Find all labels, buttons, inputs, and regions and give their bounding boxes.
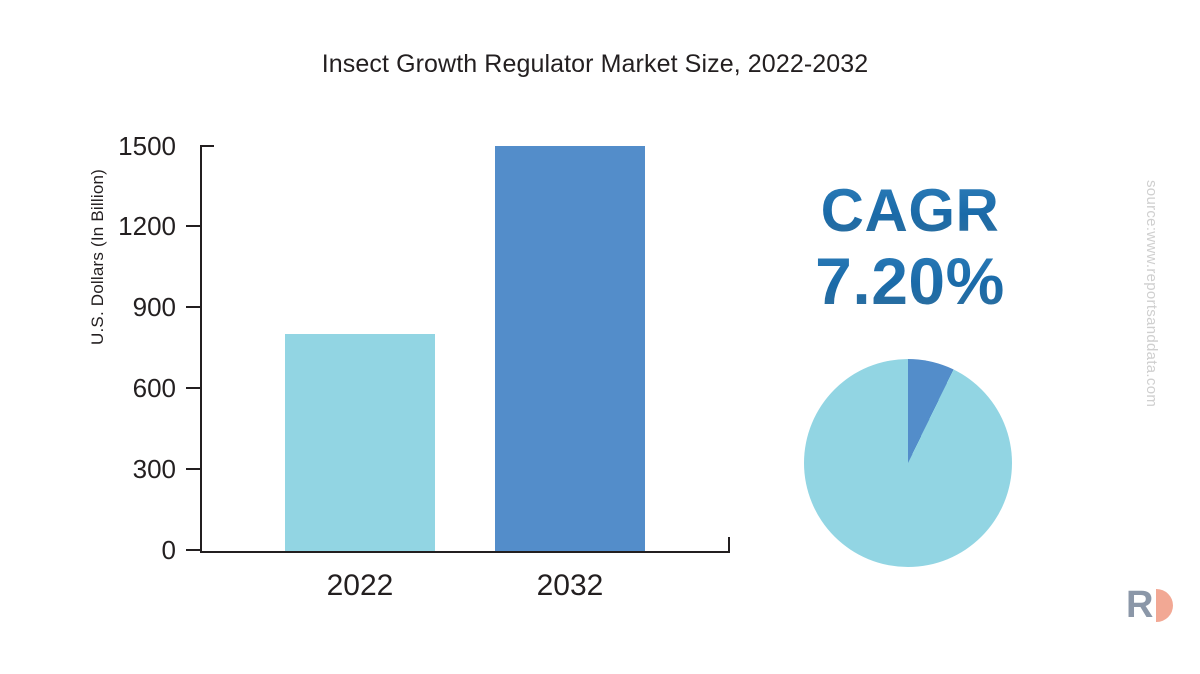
y-axis-tick-label-1500: 1500 bbox=[118, 131, 176, 161]
y-axis-tick-label-300: 300 bbox=[132, 454, 176, 484]
x-axis-right-cap bbox=[728, 537, 730, 553]
y-axis-tick-0: 0 bbox=[162, 537, 200, 563]
bar-2032 bbox=[495, 146, 645, 551]
y-axis-tick-label-900: 900 bbox=[132, 292, 176, 322]
reports-and-data-logo[interactable]: R bbox=[1126, 585, 1184, 625]
cagr-pie-chart bbox=[804, 359, 1012, 567]
x-axis-tick-label-2022: 2022 bbox=[326, 569, 394, 602]
logo-letter-d-shape bbox=[1156, 589, 1173, 622]
y-axis-tick-300: 300 bbox=[133, 456, 200, 482]
y-axis-tick-label-0: 0 bbox=[161, 535, 176, 565]
y-axis-tick-600: 600 bbox=[133, 375, 200, 401]
y-axis-top-cap bbox=[200, 145, 214, 147]
y-axis-tick-label-600: 600 bbox=[132, 373, 176, 403]
y-axis-line bbox=[200, 145, 202, 551]
page-title: Insect Growth Regulator Market Size, 202… bbox=[321, 50, 869, 78]
source-watermark: source:www.reportsanddata.com bbox=[1143, 180, 1160, 408]
x-axis-tick-label-2032: 2032 bbox=[536, 569, 604, 602]
y-axis-tick-900: 900 bbox=[133, 294, 200, 320]
y-axis-title: U.S. Dollars (In Billion) bbox=[88, 169, 107, 345]
bar-chart-plot-area: 0 300 600 900 1200 1500 2022 2032 bbox=[118, 133, 730, 602]
cagr-value: 7.20% bbox=[790, 248, 1030, 314]
cagr-block: CAGR 7.20% bbox=[790, 181, 1030, 314]
bar-2022 bbox=[285, 334, 435, 551]
x-axis-line bbox=[200, 551, 730, 553]
cagr-label: CAGR bbox=[790, 181, 1030, 241]
y-axis-tick-1200: 1200 bbox=[118, 213, 200, 239]
y-axis-tick-label-1200: 1200 bbox=[118, 211, 176, 241]
logo-letter-r: R bbox=[1126, 584, 1154, 626]
